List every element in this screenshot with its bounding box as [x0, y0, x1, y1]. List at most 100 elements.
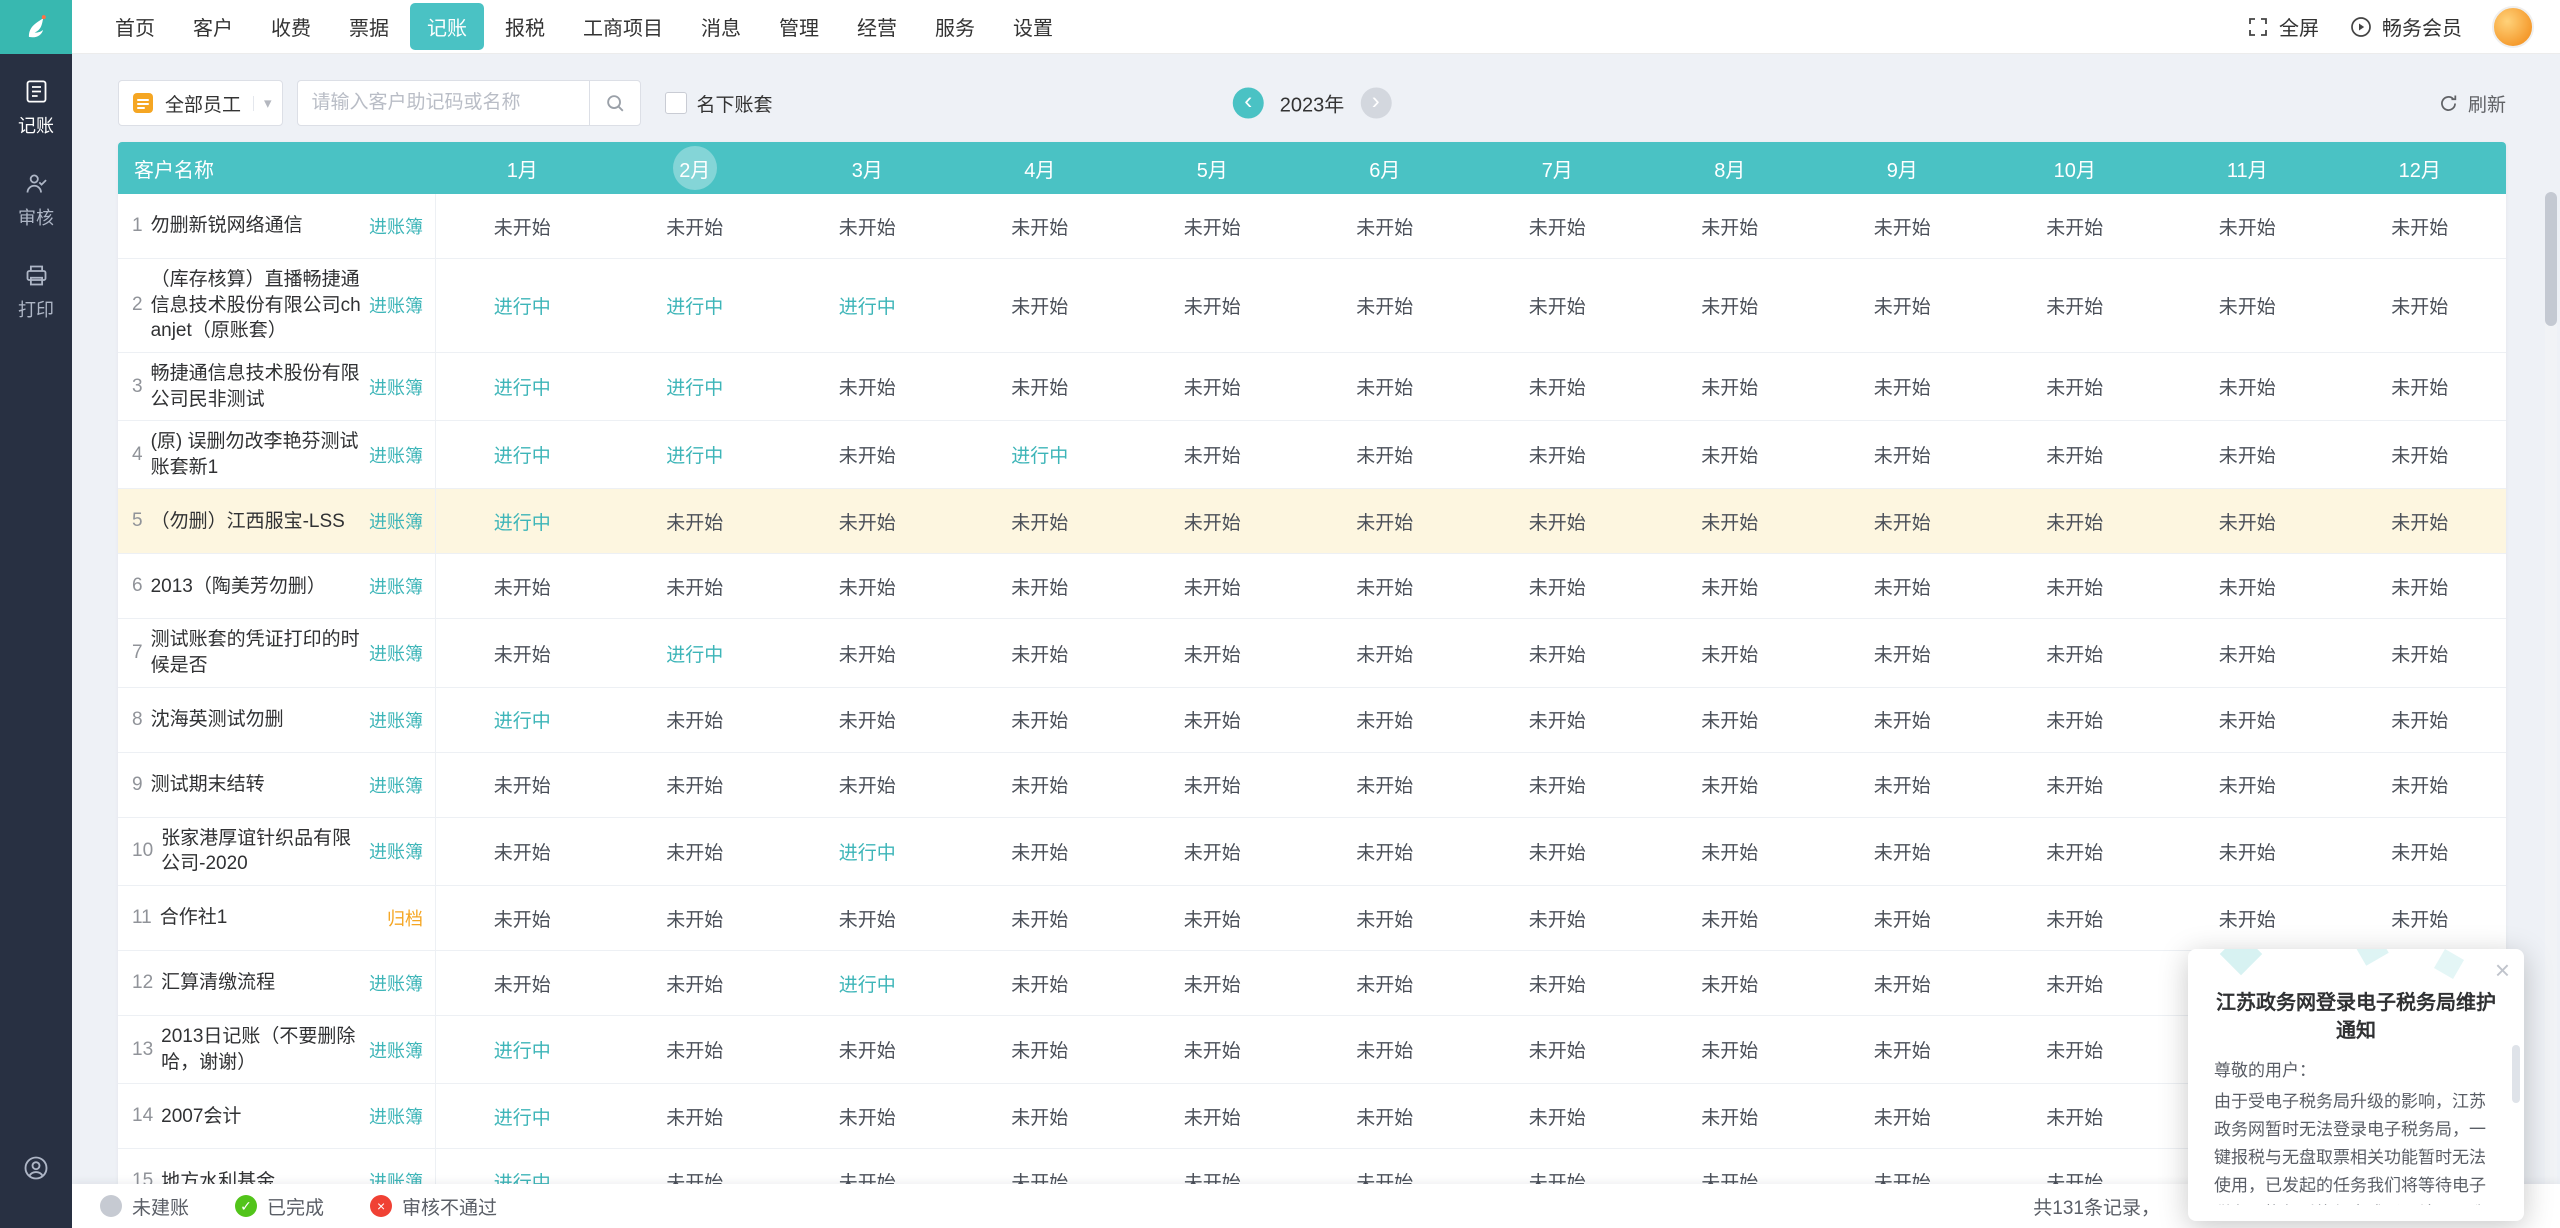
month-header-12月[interactable]: 12月: [2398, 159, 2441, 182]
status-cell-1月[interactable]: 进行中: [493, 1172, 551, 1184]
status-cell-1月[interactable]: 进行中: [493, 512, 551, 534]
notification-scrollbar-thumb[interactable]: [2512, 1044, 2520, 1103]
status-cell-7月: 未开始: [1528, 577, 1586, 599]
topnav-item-管理[interactable]: 管理: [779, 18, 819, 40]
notification-body: 由于受电子税务局升级的影响，江苏政务网暂时无法登录电子税务局，一键报税与无盘取票…: [2214, 1092, 2486, 1205]
prev-year-button[interactable]: ‹: [1232, 87, 1264, 119]
row-action-link[interactable]: 归档: [387, 909, 423, 930]
month-header-4月[interactable]: 4月: [1024, 159, 1056, 182]
topnav-item-工商项目[interactable]: 工商项目: [583, 18, 663, 40]
employee-filter-dropdown[interactable]: 全部员工 ▾: [118, 80, 283, 126]
status-cell-4月: 未开始: [1011, 842, 1069, 864]
row-action-link[interactable]: 进账簿: [369, 217, 423, 237]
vertical-scrollbar[interactable]: [2545, 192, 2557, 1220]
next-year-button[interactable]: ›: [1360, 87, 1392, 119]
status-cell-3月[interactable]: 进行中: [838, 296, 896, 318]
sidebar-item-打印[interactable]: 打印: [0, 250, 72, 332]
status-cell-6月: 未开始: [1356, 512, 1414, 534]
status-cell-2月: 未开始: [666, 974, 724, 996]
status-cell-2月: 未开始: [666, 1172, 724, 1184]
legend-gray-icon: [100, 1195, 122, 1217]
status-cell-2月[interactable]: 进行中: [666, 378, 724, 400]
month-header-2月[interactable]: 2月: [609, 146, 782, 190]
status-cell-2月[interactable]: 进行中: [666, 296, 724, 318]
month-header-10月[interactable]: 10月: [2053, 159, 2096, 182]
status-cell-7月: 未开始: [1528, 1041, 1586, 1063]
avatar[interactable]: [2492, 5, 2534, 48]
status-cell-1月[interactable]: 进行中: [493, 446, 551, 468]
refresh-label: 刷新: [2467, 94, 2506, 116]
app-logo[interactable]: [0, 0, 72, 54]
row-action-link[interactable]: 进账簿: [369, 974, 423, 995]
topnav-item-首页[interactable]: 首页: [115, 18, 155, 40]
status-cell-10月: 未开始: [2046, 842, 2104, 864]
status-cell-1月[interactable]: 进行中: [493, 1107, 551, 1129]
topnav-item-收费[interactable]: 收费: [271, 18, 311, 40]
topnav-item-票据[interactable]: 票据: [349, 18, 389, 40]
topnav-item-记账[interactable]: 记账: [410, 3, 484, 50]
status-cell-3月[interactable]: 进行中: [838, 974, 896, 996]
member-button[interactable]: 畅务会员: [2349, 12, 2462, 41]
legend-red: × 审核不通过: [370, 1193, 497, 1220]
status-cell-4月[interactable]: 进行中: [1011, 446, 1069, 468]
help-icon[interactable]: [22, 1154, 50, 1182]
row-action-link[interactable]: 进账簿: [369, 1107, 423, 1128]
status-cell-3月: 未开始: [838, 577, 896, 599]
status-cell-3月: 未开始: [838, 1172, 896, 1184]
month-header-1月[interactable]: 1月: [506, 159, 538, 182]
row-action-link[interactable]: 进账簿: [369, 445, 423, 466]
sidebar-item-审核[interactable]: 审核: [0, 158, 72, 240]
topnav-item-消息[interactable]: 消息: [701, 18, 741, 40]
customer-name: 测试账套的凭证打印的时候是否: [150, 629, 360, 677]
month-header-9月[interactable]: 9月: [1886, 159, 1918, 182]
month-header-5月[interactable]: 5月: [1196, 159, 1228, 182]
status-cell-7月: 未开始: [1528, 1107, 1586, 1129]
status-cell-7月: 未开始: [1528, 446, 1586, 468]
status-cell-9月: 未开始: [1873, 446, 1931, 468]
search-button[interactable]: [588, 80, 641, 126]
month-header-6月[interactable]: 6月: [1369, 159, 1401, 182]
my-accounts-checkbox[interactable]: 名下账套: [664, 90, 773, 117]
row-action-link[interactable]: 进账簿: [369, 775, 423, 796]
status-cell-1月[interactable]: 进行中: [493, 1041, 551, 1063]
month-header-11月[interactable]: 11月: [2226, 159, 2268, 182]
topnav-item-客户[interactable]: 客户: [193, 18, 233, 40]
close-icon[interactable]: ×: [2494, 954, 2510, 985]
sidebar-item-记账[interactable]: 记账: [0, 66, 72, 148]
fullscreen-button[interactable]: 全屏: [2246, 12, 2319, 41]
row-action-link[interactable]: 进账簿: [369, 296, 423, 317]
leaf-logo-icon: [28, 15, 46, 38]
status-cell-2月[interactable]: 进行中: [666, 644, 724, 666]
month-header-3月[interactable]: 3月: [851, 159, 883, 182]
status-cell-5月: 未开始: [1183, 296, 1241, 318]
row-action-link[interactable]: 进账簿: [369, 1172, 423, 1184]
status-cell-1月[interactable]: 进行中: [493, 296, 551, 318]
topnav-item-服务[interactable]: 服务: [935, 18, 975, 40]
refresh-button[interactable]: 刷新: [2438, 90, 2506, 117]
month-header-7月[interactable]: 7月: [1541, 159, 1573, 182]
row-action-link[interactable]: 进账簿: [369, 512, 423, 533]
status-cell-1月[interactable]: 进行中: [493, 378, 551, 400]
topnav-item-设置[interactable]: 设置: [1013, 18, 1053, 40]
status-cell-2月[interactable]: 进行中: [666, 446, 724, 468]
customer-name: 畅捷通信息技术股份有限公司民非测试: [150, 362, 360, 410]
checkbox-box: [664, 92, 687, 114]
table-row: 3 畅捷通信息技术股份有限公司民非测试 进账簿 进行中 进行中 未开始 未开始 未开始 未开始 未…: [118, 352, 2506, 422]
row-action-link[interactable]: 进账簿: [369, 1040, 423, 1061]
row-action-link[interactable]: 进账簿: [369, 842, 423, 863]
search-input[interactable]: [296, 80, 589, 126]
row-action-link[interactable]: 进账簿: [369, 644, 423, 665]
table-row: 1 勿删新锐网络通信 进账簿 未开始 未开始 未开始 未开始 未开始 未开始 未开始 未开始 未开始 未…: [118, 194, 2506, 259]
row-action-link[interactable]: 进账簿: [369, 577, 423, 598]
status-cell-1月[interactable]: 进行中: [493, 711, 551, 733]
topnav-item-经营[interactable]: 经营: [857, 18, 897, 40]
status-cell-3月[interactable]: 进行中: [838, 842, 896, 864]
topnav-item-报税[interactable]: 报税: [505, 18, 545, 40]
status-cell-5月: 未开始: [1183, 1041, 1241, 1063]
sidebar-item-label: 打印: [18, 300, 54, 320]
month-header-8月[interactable]: 8月: [1714, 159, 1746, 182]
row-action-link[interactable]: 进账簿: [369, 377, 423, 398]
status-cell-3月: 未开始: [838, 711, 896, 733]
scrollbar-thumb[interactable]: [2545, 192, 2557, 326]
row-action-link[interactable]: 进账簿: [369, 710, 423, 731]
